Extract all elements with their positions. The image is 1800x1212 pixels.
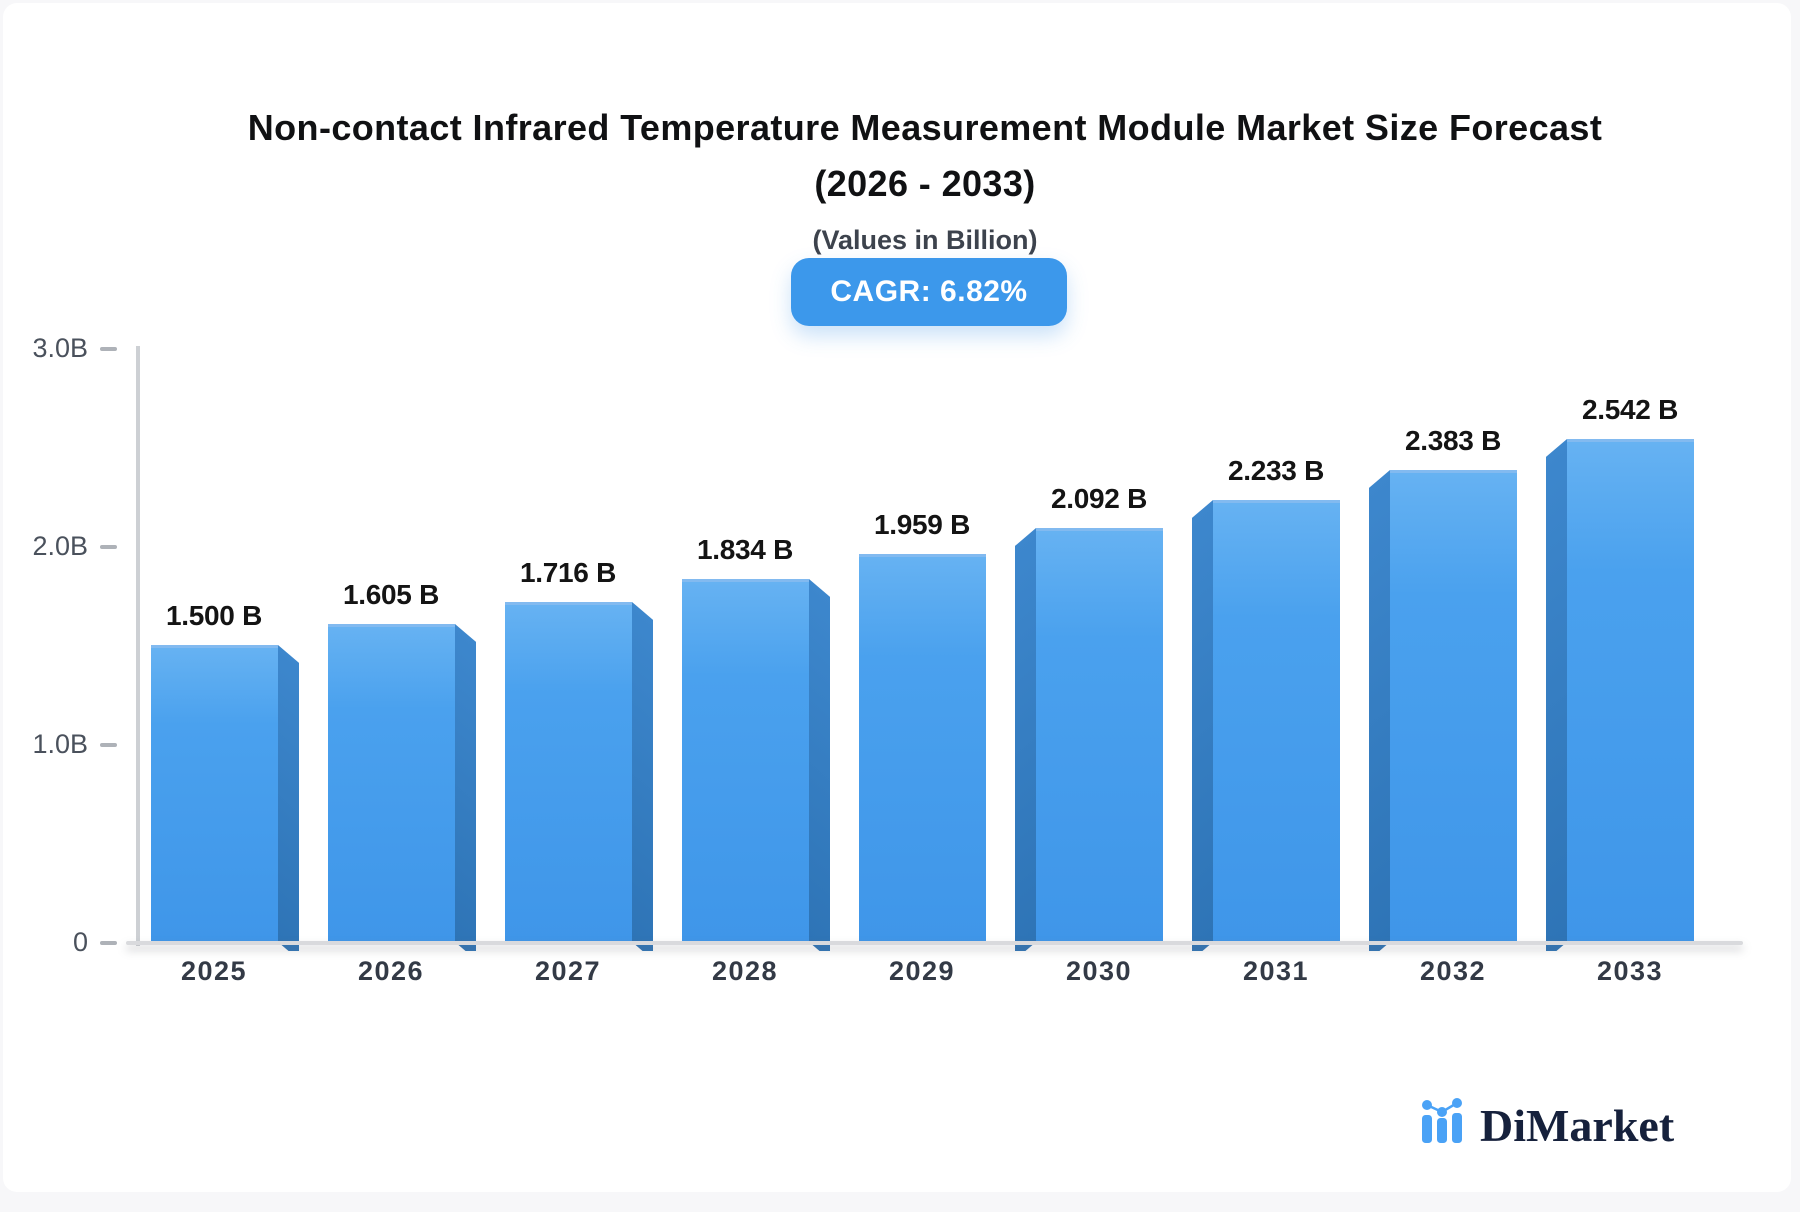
bar xyxy=(1014,528,1163,951)
x-axis-label: 2033 xyxy=(1596,956,1664,986)
bar-value-label: 1.605 B xyxy=(343,579,439,610)
bar xyxy=(858,554,986,951)
bar-front-face xyxy=(1389,470,1517,942)
bar-value-label: 2.383 B xyxy=(1405,425,1501,456)
bar-side-face xyxy=(454,624,476,951)
y-axis-tick-label: 3.0B xyxy=(32,333,88,363)
bar xyxy=(1545,439,1694,951)
chart-subtitle: (Values in Billion) xyxy=(812,225,1038,255)
y-axis-line xyxy=(136,346,140,946)
bar xyxy=(504,602,653,951)
bar-value-label: 1.500 B xyxy=(166,600,262,631)
bar-value-label: 1.716 B xyxy=(520,557,616,588)
bar-side-face xyxy=(1014,528,1036,951)
bar-side-face xyxy=(631,602,653,951)
x-axis-label: 2026 xyxy=(357,956,425,986)
bar-front-face xyxy=(1035,528,1163,942)
bar xyxy=(1191,500,1340,951)
x-axis-label: 2028 xyxy=(711,956,779,986)
chart-title: Non-contact Infrared Temperature Measure… xyxy=(247,107,1603,148)
brand-logo: DiMarket xyxy=(1421,1096,1674,1151)
bar-front-face xyxy=(1566,439,1694,942)
chart-title-years: (2026 - 2033) xyxy=(814,163,1036,204)
y-axis-tick xyxy=(100,743,117,747)
bar-value-label: 1.959 B xyxy=(874,509,970,540)
y-axis-tick xyxy=(100,941,117,945)
bar-value-label: 2.092 B xyxy=(1051,483,1147,514)
y-axis-tick xyxy=(100,347,117,351)
bar xyxy=(681,579,830,951)
bar-side-face xyxy=(1368,470,1390,951)
bar-front-face xyxy=(327,624,455,942)
bar-value-label: 2.233 B xyxy=(1228,455,1324,486)
y-axis-tick-label: 0 xyxy=(72,927,88,957)
brand-logo-text: DiMarket xyxy=(1480,1100,1675,1151)
y-axis-tick-label: 2.0B xyxy=(32,531,88,561)
bar xyxy=(327,624,476,951)
x-axis-label: 2025 xyxy=(180,956,248,986)
bar-front-face xyxy=(504,602,632,942)
brand-logo-icon xyxy=(1422,1098,1462,1143)
bar xyxy=(150,645,299,951)
cagr-badge: CAGR: 6.82% xyxy=(791,258,1067,326)
y-axis-tick-label: 1.0B xyxy=(32,729,88,759)
bar-front-face xyxy=(858,554,986,942)
x-axis-label: 2031 xyxy=(1242,956,1310,986)
bar xyxy=(1368,470,1517,951)
bar-value-label: 2.542 B xyxy=(1582,394,1678,425)
y-axis-tick xyxy=(100,545,117,549)
bar-side-face xyxy=(808,579,830,951)
bar-front-face xyxy=(1212,500,1340,942)
x-axis-label: 2027 xyxy=(534,956,602,986)
bar-side-face xyxy=(277,645,299,951)
bar-side-face xyxy=(1191,500,1213,951)
x-axis-label: 2032 xyxy=(1419,956,1487,986)
bar-front-face xyxy=(681,579,809,942)
x-axis-line xyxy=(126,941,1743,945)
bar-side-face xyxy=(1545,439,1567,951)
bar-front-face xyxy=(150,645,278,942)
bar-value-label: 1.834 B xyxy=(697,534,793,565)
x-axis-label: 2030 xyxy=(1065,956,1133,986)
x-axis-label: 2029 xyxy=(888,956,956,986)
